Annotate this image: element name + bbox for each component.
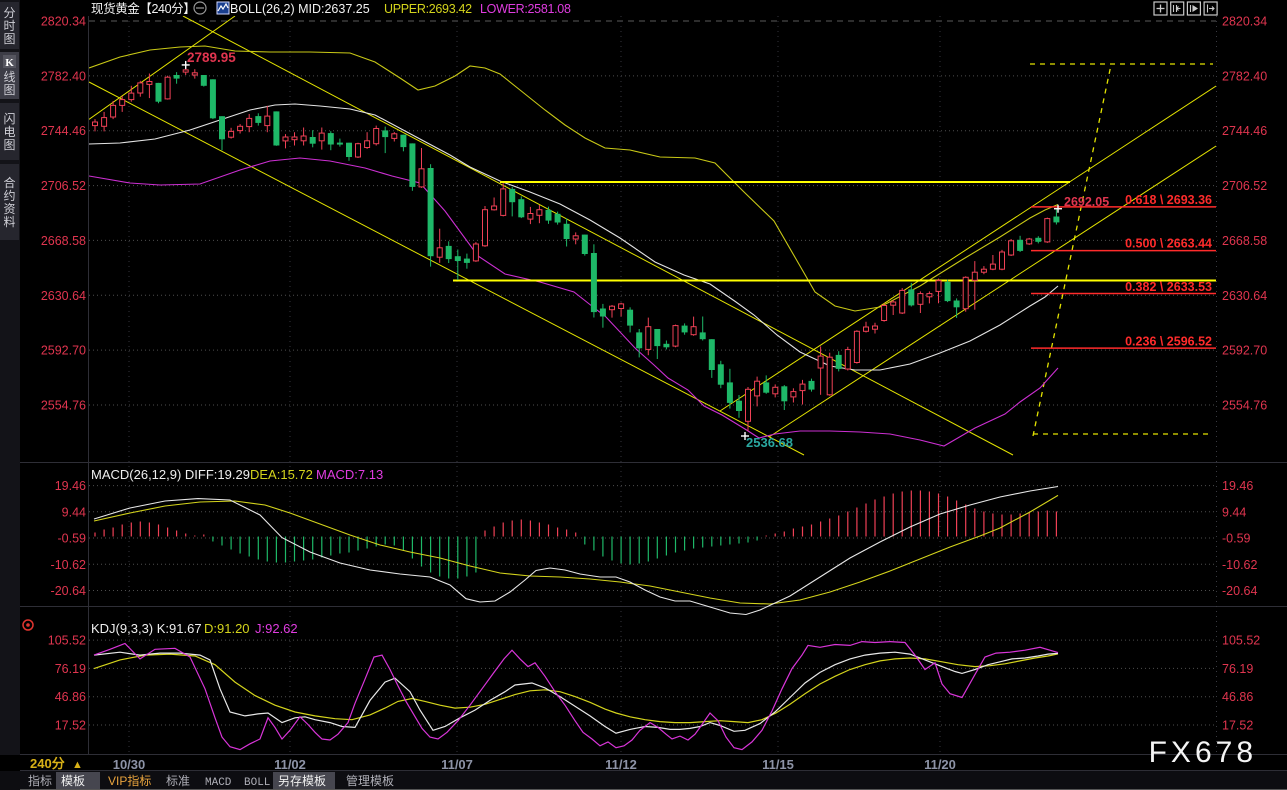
svg-text:LOWER:2581.08: LOWER:2581.08: [480, 2, 571, 16]
svg-text:2692.05: 2692.05: [1064, 195, 1109, 209]
svg-text:2554.76: 2554.76: [1222, 399, 1267, 413]
svg-text:现货黄金【240分】: 现货黄金【240分】: [91, 1, 195, 16]
svg-text:闪: 闪: [3, 112, 15, 126]
svg-text:2668.58: 2668.58: [1222, 234, 1267, 248]
svg-text:240分: 240分: [30, 756, 65, 771]
svg-text:19.46: 19.46: [55, 479, 86, 493]
svg-text:KDJ(9,3,3) K:91.67: KDJ(9,3,3) K:91.67: [91, 621, 202, 636]
svg-text:2706.52: 2706.52: [41, 179, 86, 193]
svg-text:MACD: MACD: [205, 777, 232, 789]
svg-text:MACD:7.13: MACD:7.13: [316, 467, 383, 482]
svg-text:2744.46: 2744.46: [41, 124, 86, 138]
svg-text:另存模板: 另存模板: [278, 774, 326, 788]
svg-text:图: 图: [3, 138, 15, 152]
svg-text:▲: ▲: [72, 759, 83, 771]
svg-text:9.44: 9.44: [62, 505, 86, 519]
svg-text:2820.34: 2820.34: [1222, 15, 1267, 29]
svg-text:2782.40: 2782.40: [1222, 69, 1267, 83]
svg-text:2554.76: 2554.76: [41, 399, 86, 413]
svg-text:D:91.20: D:91.20: [204, 621, 250, 636]
svg-text:11/02: 11/02: [274, 757, 306, 772]
svg-text:9.44: 9.44: [1222, 505, 1246, 519]
svg-text:合: 合: [3, 175, 15, 190]
svg-text:-10.62: -10.62: [1222, 558, 1257, 572]
svg-text:17.52: 17.52: [55, 719, 86, 733]
svg-text:2630.64: 2630.64: [41, 289, 86, 303]
svg-text:J:92.62: J:92.62: [255, 621, 298, 636]
svg-text:2592.70: 2592.70: [41, 344, 86, 358]
svg-text:-0.59: -0.59: [58, 532, 87, 546]
svg-text:2668.58: 2668.58: [41, 234, 86, 248]
svg-text:105.52: 105.52: [1222, 634, 1260, 648]
svg-text:BOLL(26,2) MID:2637.25: BOLL(26,2) MID:2637.25: [230, 2, 370, 16]
svg-text:-20.64: -20.64: [1222, 584, 1257, 598]
svg-text:2706.52: 2706.52: [1222, 179, 1267, 193]
svg-text:0.236 \ 2596.52: 0.236 \ 2596.52: [1125, 335, 1212, 349]
svg-text:0.382 \ 2633.53: 0.382 \ 2633.53: [1125, 280, 1212, 294]
svg-text:UPPER:2693.42: UPPER:2693.42: [384, 2, 472, 16]
svg-text:模板: 模板: [61, 774, 85, 788]
svg-text:FX678: FX678: [1149, 736, 1257, 769]
svg-text:-20.64: -20.64: [51, 584, 86, 598]
svg-text:约: 约: [3, 188, 15, 203]
svg-text:图: 图: [3, 83, 15, 97]
svg-text:图: 图: [3, 32, 15, 46]
svg-text:2820.34: 2820.34: [41, 15, 86, 29]
svg-text:MACD(26,12,9) DIFF:19.29: MACD(26,12,9) DIFF:19.29: [91, 467, 250, 482]
svg-text:46.86: 46.86: [55, 690, 86, 704]
svg-text:2782.40: 2782.40: [41, 69, 86, 83]
svg-text:2744.46: 2744.46: [1222, 124, 1267, 138]
svg-text:19.46: 19.46: [1222, 479, 1253, 493]
svg-text:46.86: 46.86: [1222, 690, 1253, 704]
svg-text:11/20: 11/20: [924, 757, 956, 772]
svg-text:电: 电: [3, 125, 15, 139]
svg-text:资: 资: [3, 202, 15, 216]
svg-text:料: 料: [3, 215, 15, 229]
svg-text:105.52: 105.52: [48, 634, 86, 648]
svg-text:指标: 指标: [28, 773, 52, 788]
svg-text:标准: 标准: [166, 774, 190, 788]
svg-text:DEA:15.72: DEA:15.72: [250, 467, 313, 482]
svg-text:2592.70: 2592.70: [1222, 344, 1267, 358]
svg-text:11/07: 11/07: [441, 757, 473, 772]
svg-text:0.618 \ 2693.36: 0.618 \ 2693.36: [1125, 193, 1212, 207]
svg-text:11/15: 11/15: [762, 757, 794, 772]
svg-text:76.19: 76.19: [1222, 662, 1253, 676]
svg-text:2630.64: 2630.64: [1222, 289, 1267, 303]
svg-text:-10.62: -10.62: [51, 558, 86, 572]
svg-text:0.500 \ 2663.44: 0.500 \ 2663.44: [1125, 237, 1212, 251]
svg-text:VIP指标: VIP指标: [108, 773, 151, 788]
svg-text:2536.68: 2536.68: [746, 435, 793, 450]
svg-text:17.52: 17.52: [1222, 719, 1253, 733]
svg-text:11/12: 11/12: [605, 757, 637, 772]
svg-text:10/30: 10/30: [113, 757, 146, 772]
svg-text:线: 线: [3, 70, 15, 84]
svg-text:2789.95: 2789.95: [187, 50, 236, 65]
svg-text:时: 时: [3, 19, 15, 33]
svg-text:K: K: [5, 57, 14, 69]
svg-text:管理模板: 管理模板: [346, 773, 394, 788]
svg-text:BOLL: BOLL: [244, 777, 270, 789]
svg-text:分: 分: [3, 6, 15, 20]
svg-text:-0.59: -0.59: [1222, 532, 1251, 546]
svg-text:76.19: 76.19: [55, 662, 86, 676]
